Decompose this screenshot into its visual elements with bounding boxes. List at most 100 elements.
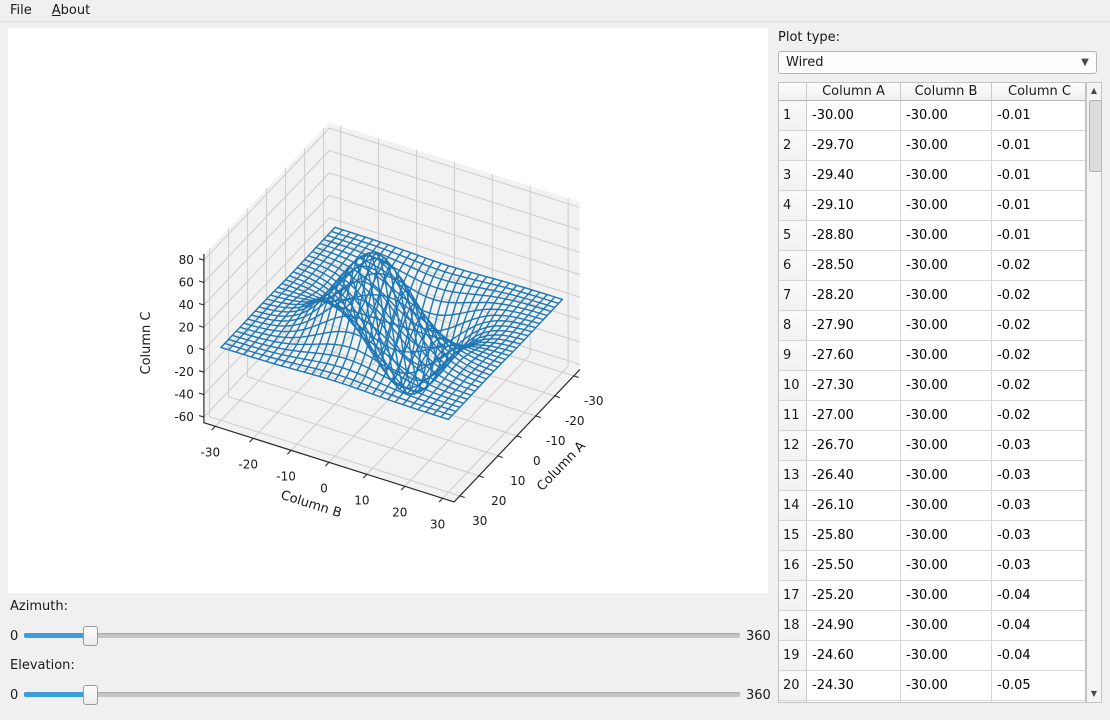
corner-header[interactable]: [779, 83, 807, 101]
cell-value[interactable]: -0.02: [991, 340, 1085, 371]
cell-value[interactable]: -28.80: [806, 220, 901, 251]
cell-value[interactable]: -30.00: [900, 460, 992, 491]
row-number[interactable]: 10: [779, 370, 807, 401]
cell-value[interactable]: -30.00: [900, 610, 992, 641]
cell-value[interactable]: -29.70: [806, 130, 901, 161]
column-header-column-a[interactable]: Column A: [806, 83, 901, 101]
row-number[interactable]: 3: [779, 160, 807, 191]
cell-value[interactable]: -30.00: [900, 190, 992, 221]
cell-value[interactable]: -29.10: [806, 190, 901, 221]
cell-value[interactable]: -0.05: [991, 670, 1085, 701]
cell-value[interactable]: -0.01: [991, 220, 1085, 251]
plot-canvas[interactable]: -30 -20 -10 0 10 20 30 -30 -20 -10 0 10 20 30 -60 -40 -2…: [8, 28, 768, 593]
row-number[interactable]: 11: [779, 400, 807, 431]
row-number[interactable]: 6: [779, 250, 807, 281]
cell-value[interactable]: -30.00: [900, 520, 992, 551]
cell-value[interactable]: -30.00: [900, 220, 992, 251]
cell-value[interactable]: -0.06: [991, 700, 1085, 702]
cell-value[interactable]: -26.70: [806, 430, 901, 461]
azimuth-slider[interactable]: [24, 626, 740, 646]
cell-value[interactable]: -24.90: [806, 610, 901, 641]
cell-value[interactable]: -30.00: [806, 100, 901, 131]
cell-value[interactable]: -27.90: [806, 310, 901, 341]
cell-value[interactable]: -0.02: [991, 400, 1085, 431]
azimuth-slider-handle[interactable]: [83, 626, 98, 646]
cell-value[interactable]: -25.50: [806, 550, 901, 581]
scroll-up-icon[interactable]: ▲: [1090, 86, 1098, 95]
elevation-slider[interactable]: [24, 685, 740, 705]
cell-value[interactable]: -28.20: [806, 280, 901, 311]
cell-value[interactable]: -0.03: [991, 460, 1085, 491]
cell-value[interactable]: -27.60: [806, 340, 901, 371]
cell-value[interactable]: -0.04: [991, 640, 1085, 671]
table-scrollbar[interactable]: ▲ ▼: [1086, 82, 1102, 703]
plot-type-combobox[interactable]: Wired ▼: [778, 51, 1097, 74]
menu-item-file[interactable]: File: [10, 3, 32, 18]
menu-item-about[interactable]: About: [51, 3, 91, 18]
column-header-column-b[interactable]: Column B: [900, 83, 992, 101]
cell-value[interactable]: -27.00: [806, 400, 901, 431]
elevation-slider-handle[interactable]: [83, 685, 98, 705]
row-number[interactable]: 21: [779, 700, 807, 702]
cell-value[interactable]: -0.04: [991, 610, 1085, 641]
cell-value[interactable]: -30.00: [900, 280, 992, 311]
cell-value[interactable]: -26.10: [806, 490, 901, 521]
row-number[interactable]: 16: [779, 550, 807, 581]
cell-value[interactable]: -29.40: [806, 160, 901, 191]
cell-value[interactable]: -0.02: [991, 370, 1085, 401]
cell-value[interactable]: -0.03: [991, 550, 1085, 581]
cell-value[interactable]: -30.00: [900, 130, 992, 161]
row-number[interactable]: 13: [779, 460, 807, 491]
cell-value[interactable]: -24.60: [806, 640, 901, 671]
cell-value[interactable]: -0.02: [991, 250, 1085, 281]
cell-value[interactable]: -0.03: [991, 490, 1085, 521]
scrollbar-thumb[interactable]: [1089, 100, 1102, 172]
cell-value[interactable]: -30.00: [900, 430, 992, 461]
cell-value[interactable]: -30.00: [900, 160, 992, 191]
cell-value[interactable]: -30.00: [900, 100, 992, 131]
cell-value[interactable]: -24.00: [806, 700, 901, 702]
row-number[interactable]: 2: [779, 130, 807, 161]
cell-value[interactable]: -0.03: [991, 520, 1085, 551]
cell-value[interactable]: -30.00: [900, 490, 992, 521]
cell-value[interactable]: -0.03: [991, 430, 1085, 461]
cell-value[interactable]: -25.80: [806, 520, 901, 551]
cell-value[interactable]: -30.00: [900, 550, 992, 581]
row-number[interactable]: 7: [779, 280, 807, 311]
cell-value[interactable]: -30.00: [900, 370, 992, 401]
row-number[interactable]: 1: [779, 100, 807, 131]
row-number[interactable]: 20: [779, 670, 807, 701]
cell-value[interactable]: -25.20: [806, 580, 901, 611]
wireframe-3d-plot[interactable]: -30 -20 -10 0 10 20 30 -30 -20 -10 0 10 20 30 -60 -40 -2…: [8, 28, 768, 593]
cell-value[interactable]: -30.00: [900, 670, 992, 701]
cell-value[interactable]: -30.00: [900, 310, 992, 341]
cell-value[interactable]: -0.02: [991, 310, 1085, 341]
cell-value[interactable]: -0.01: [991, 130, 1085, 161]
cell-value[interactable]: -30.00: [900, 580, 992, 611]
cell-value[interactable]: -0.01: [991, 160, 1085, 191]
row-number[interactable]: 14: [779, 490, 807, 521]
cell-value[interactable]: -28.50: [806, 250, 901, 281]
cell-value[interactable]: -0.01: [991, 100, 1085, 131]
cell-value[interactable]: -30.00: [900, 250, 992, 281]
cell-value[interactable]: -0.02: [991, 280, 1085, 311]
cell-value[interactable]: -30.00: [900, 700, 992, 702]
scroll-down-icon[interactable]: ▼: [1090, 689, 1098, 698]
row-number[interactable]: 17: [779, 580, 807, 611]
row-number[interactable]: 15: [779, 520, 807, 551]
cell-value[interactable]: -30.00: [900, 340, 992, 371]
row-number[interactable]: 12: [779, 430, 807, 461]
cell-value[interactable]: -26.40: [806, 460, 901, 491]
cell-value[interactable]: -0.04: [991, 580, 1085, 611]
row-number[interactable]: 5: [779, 220, 807, 251]
cell-value[interactable]: -0.01: [991, 190, 1085, 221]
row-number[interactable]: 9: [779, 340, 807, 371]
cell-value[interactable]: -30.00: [900, 640, 992, 671]
row-number[interactable]: 18: [779, 610, 807, 641]
cell-value[interactable]: -30.00: [900, 400, 992, 431]
row-number[interactable]: 8: [779, 310, 807, 341]
row-number[interactable]: 4: [779, 190, 807, 221]
cell-value[interactable]: -24.30: [806, 670, 901, 701]
row-number[interactable]: 19: [779, 640, 807, 671]
cell-value[interactable]: -27.30: [806, 370, 901, 401]
